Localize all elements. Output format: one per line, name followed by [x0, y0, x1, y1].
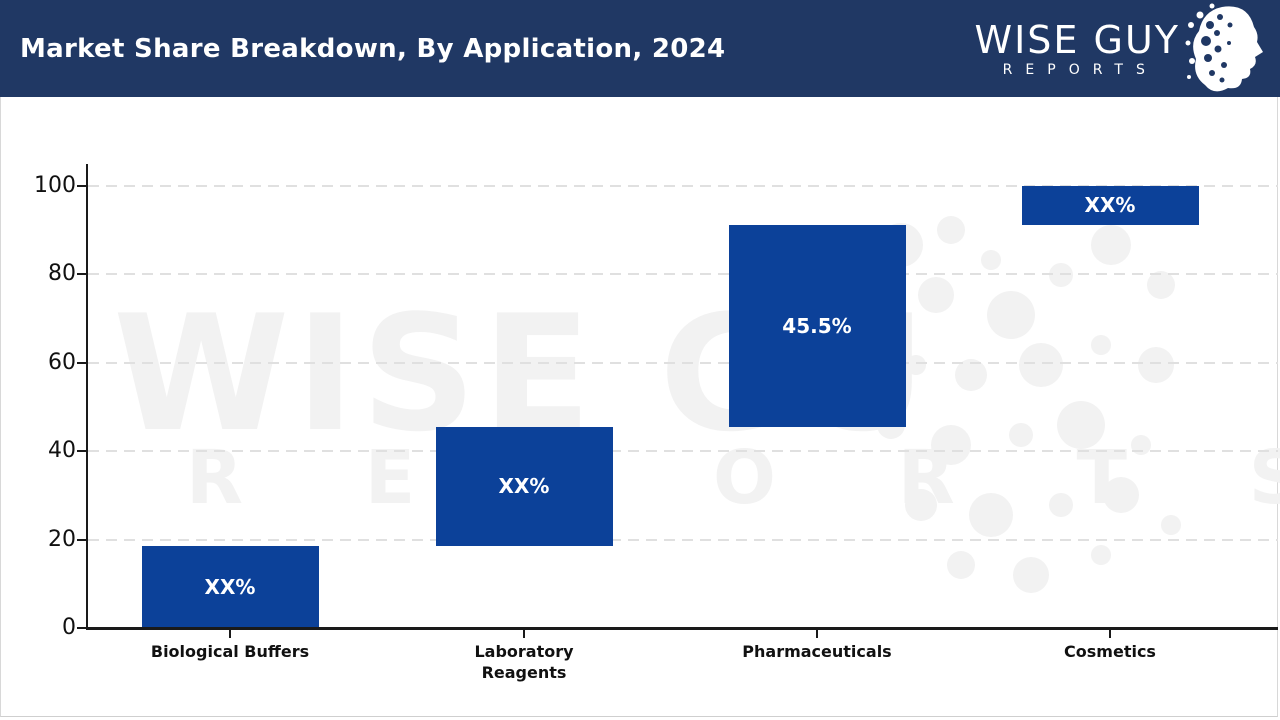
chart-title: Market Share Breakdown, By Application, …: [20, 33, 726, 64]
y-axis-tick-mark: [77, 361, 87, 364]
bar-value-label: XX%: [498, 474, 550, 499]
logo-face-icon: [1185, 3, 1263, 91]
logo-wordmark: WISE GUY: [974, 17, 1180, 62]
y-axis-tick-mark: [77, 538, 87, 541]
y-gridline: [88, 361, 1278, 364]
watermark-subtitle: R E P O R T S: [186, 435, 1280, 521]
bar-value-label: XX%: [204, 575, 256, 600]
bar-pharmaceuticals: 45.5%: [728, 225, 906, 427]
watermark-dots-face: [874, 216, 1181, 593]
x-axis-tick-mark: [816, 630, 818, 638]
bar-cosmetics: XX%: [1021, 185, 1199, 226]
bar-value-label: XX%: [1084, 193, 1136, 218]
y-axis-tick-mark: [77, 273, 87, 275]
logo-subtitle: REPORTS: [1002, 61, 1158, 78]
y-axis-tick-mark: [77, 184, 87, 187]
bar-laboratory-reagents: XX%: [435, 426, 613, 547]
bar-biological-buffers: XX%: [141, 546, 319, 628]
logo-text: WISE GUY REPORTS: [975, 20, 1180, 78]
header-bar: Market Share Breakdown, By Application, …: [0, 0, 1280, 97]
y-gridline: [88, 450, 1278, 452]
bar-value-label: 45.5%: [782, 313, 852, 338]
y-axis-tick-mark: [77, 450, 87, 452]
y-axis-tick-label: 80: [48, 261, 76, 286]
y-axis-line: [86, 164, 88, 630]
x-axis-line: [86, 627, 1278, 630]
y-axis-tick-label: 0: [62, 615, 76, 640]
y-axis-tick-label: 60: [48, 349, 76, 375]
y-gridline: [88, 184, 1278, 187]
x-axis-tick-mark: [1109, 630, 1111, 638]
y-axis-tick-label: 20: [48, 526, 76, 552]
x-axis-tick-mark: [229, 630, 231, 638]
y-axis-tick-label: 100: [34, 172, 76, 198]
y-axis-tick-label: 40: [48, 438, 76, 463]
y-axis-tick-mark: [77, 627, 87, 629]
wise-guy-reports-logo: WISE GUY REPORTS: [975, 3, 1280, 95]
x-axis-category-label: Cosmetics: [1064, 642, 1156, 661]
y-gridline: [88, 538, 1278, 541]
x-axis-category-label: Biological Buffers: [150, 642, 310, 661]
x-axis-category-label: Pharmaceuticals: [742, 642, 892, 661]
y-gridline: [88, 273, 1278, 275]
x-axis-tick-mark: [523, 630, 525, 638]
x-axis-category-label: Laboratory Reagents: [474, 642, 574, 682]
